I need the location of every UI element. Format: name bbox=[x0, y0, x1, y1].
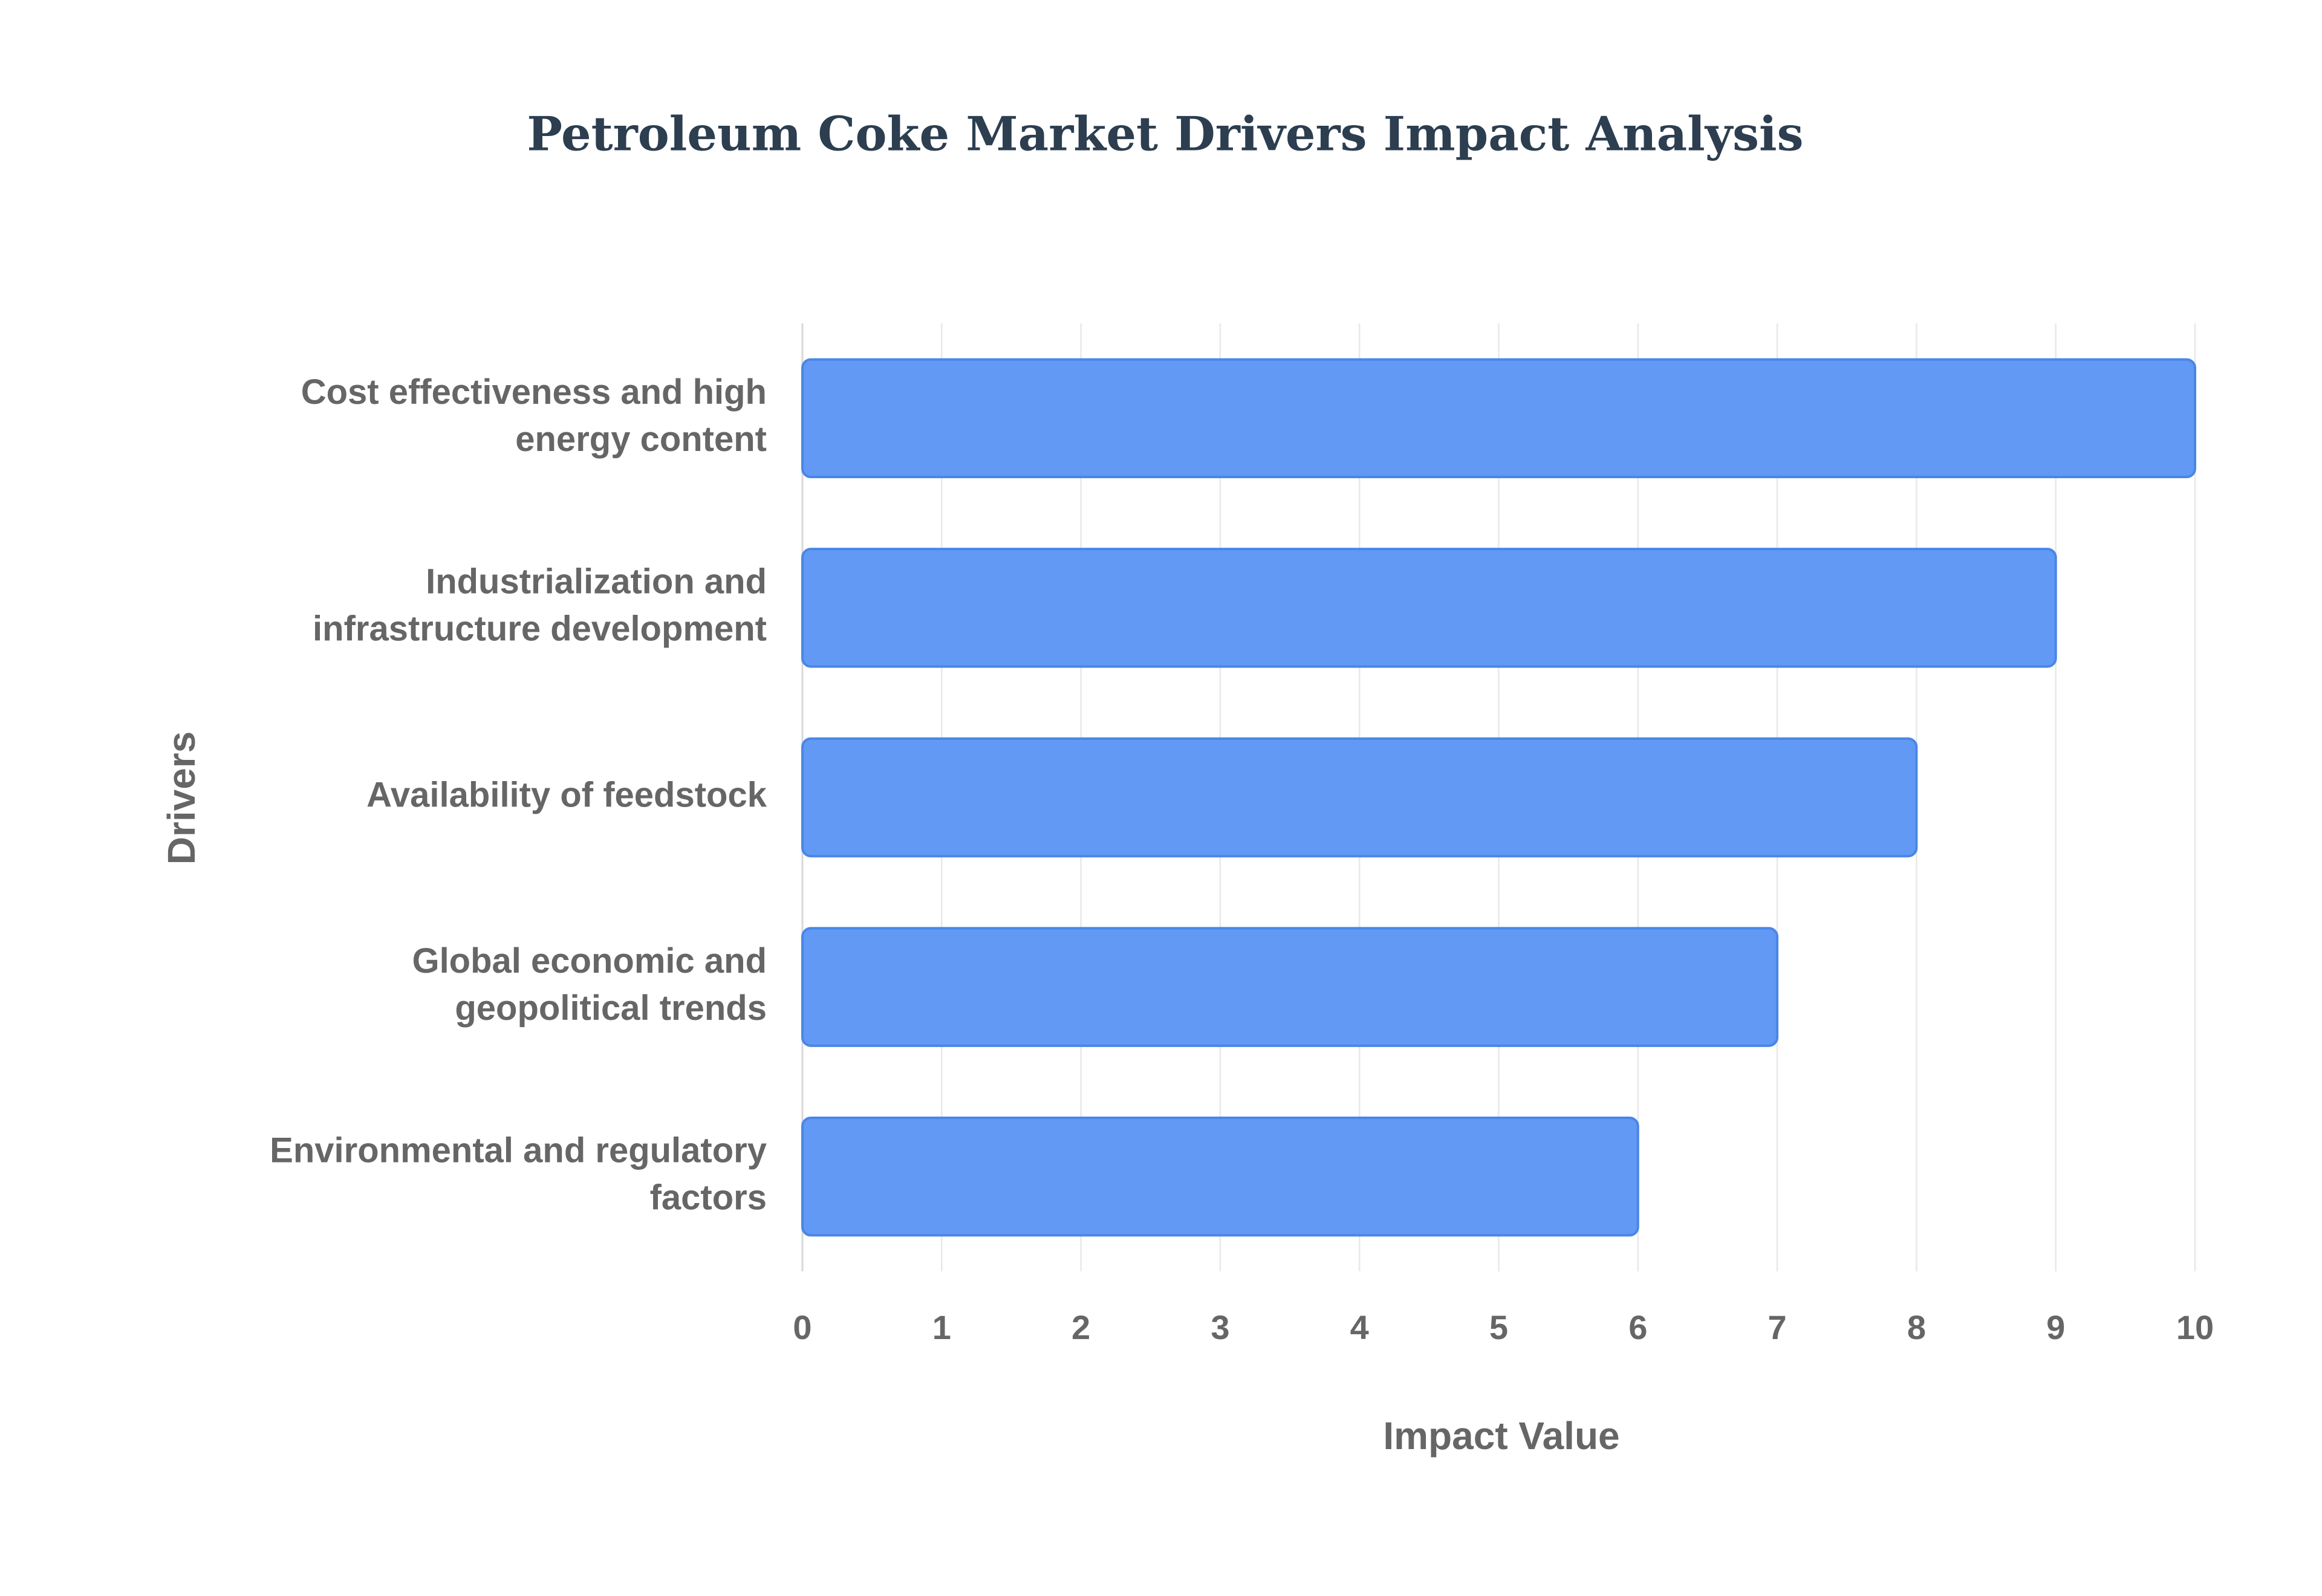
x-tick-label: 3 bbox=[1211, 1308, 1229, 1346]
x-tick-label: 8 bbox=[1907, 1308, 1926, 1346]
category-label-line: geopolitical trends bbox=[455, 988, 767, 1028]
x-tick-labels: 0 1 2 3 4 5 6 7 8 9 10 bbox=[793, 1308, 2214, 1346]
category-label-line: Cost effectiveness and high bbox=[301, 372, 767, 412]
category-label-line: infrastructure development bbox=[313, 609, 767, 649]
category-label: Industrialization and infrastructure deve… bbox=[313, 562, 767, 649]
bar bbox=[801, 737, 1918, 858]
category-label-line: energy content bbox=[515, 420, 767, 459]
x-tick-label: 10 bbox=[2176, 1308, 2214, 1346]
bars bbox=[801, 358, 2196, 1237]
y-axis-label: Drivers bbox=[160, 731, 203, 865]
category-label-line: Availability of feedstock bbox=[366, 775, 767, 814]
category-label-line: Global economic and bbox=[412, 941, 767, 981]
x-tick-label: 4 bbox=[1350, 1308, 1369, 1346]
category-label-line: Environmental and regulatory bbox=[270, 1131, 767, 1170]
chart-title: Petroleum Coke Market Drivers Impact Ana… bbox=[527, 107, 1803, 162]
x-axis-label: Impact Value bbox=[1383, 1414, 1619, 1458]
category-label: Global economic and geopolitical trends bbox=[412, 941, 767, 1028]
x-tick-label: 2 bbox=[1072, 1308, 1090, 1346]
category-labels: Cost effectiveness and high energy conten… bbox=[270, 372, 767, 1217]
x-tick-label: 5 bbox=[1489, 1308, 1508, 1346]
x-tick-label: 9 bbox=[2046, 1308, 2065, 1346]
x-tick-label: 0 bbox=[793, 1308, 811, 1346]
category-label: Cost effectiveness and high energy conten… bbox=[301, 372, 767, 459]
category-label-line: factors bbox=[650, 1178, 767, 1218]
category-label: Availability of feedstock bbox=[366, 775, 767, 814]
bar bbox=[801, 358, 2196, 479]
bar bbox=[801, 548, 2057, 668]
category-label-line: Industrialization and bbox=[426, 562, 767, 602]
x-tick-label: 7 bbox=[1768, 1308, 1787, 1346]
x-tick-label: 6 bbox=[1628, 1308, 1647, 1346]
bar bbox=[801, 1116, 1639, 1237]
x-tick-label: 1 bbox=[932, 1308, 951, 1346]
category-label: Environmental and regulatory factors bbox=[270, 1131, 767, 1218]
bar bbox=[801, 927, 1779, 1047]
